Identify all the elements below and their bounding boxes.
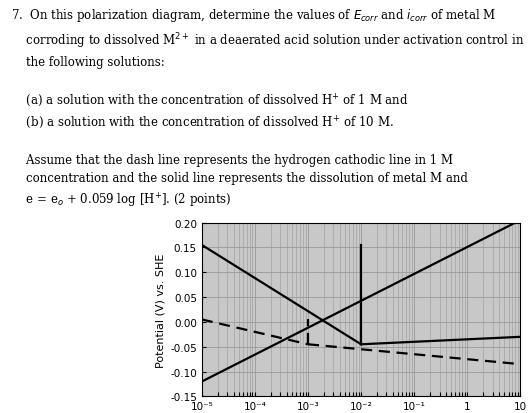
Y-axis label: Potential (V) vs. SHE: Potential (V) vs. SHE <box>156 253 166 367</box>
Text: 7.  On this polarization diagram, determine the values of $E_{corr}$ and $i_{cor: 7. On this polarization diagram, determi… <box>11 7 524 210</box>
